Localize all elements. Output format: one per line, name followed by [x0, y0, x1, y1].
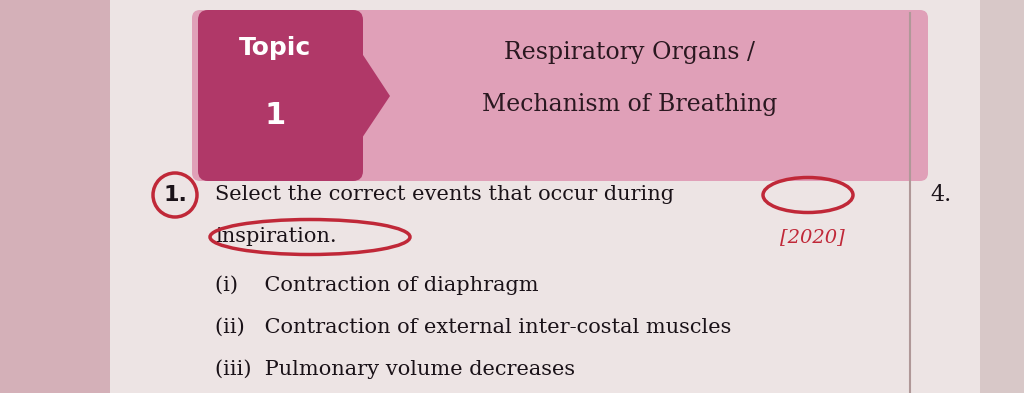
Text: 1: 1	[264, 101, 286, 130]
Text: Select the correct events that occur during: Select the correct events that occur dur…	[215, 185, 674, 204]
Text: [2020]: [2020]	[780, 228, 845, 246]
FancyBboxPatch shape	[193, 10, 928, 181]
Bar	[110, 0, 980, 393]
Polygon shape	[208, 20, 390, 171]
Bar	[980, 0, 1024, 393]
Text: inspiration.: inspiration.	[215, 228, 337, 246]
Text: Mechanism of Breathing: Mechanism of Breathing	[482, 94, 777, 116]
Text: Topic: Topic	[239, 36, 311, 60]
Text: 1.: 1.	[163, 185, 187, 205]
Text: Respiratory Organs /: Respiratory Organs /	[505, 42, 756, 64]
Text: (iii)  Pulmonary volume decreases: (iii) Pulmonary volume decreases	[215, 359, 575, 379]
Text: (ii)   Contraction of external inter-costal muscles: (ii) Contraction of external inter-costa…	[215, 318, 731, 336]
Bar	[0, 0, 110, 393]
Text: 4.: 4.	[930, 184, 951, 206]
FancyBboxPatch shape	[198, 10, 362, 181]
Text: (i)    Contraction of diaphragm: (i) Contraction of diaphragm	[215, 275, 539, 295]
